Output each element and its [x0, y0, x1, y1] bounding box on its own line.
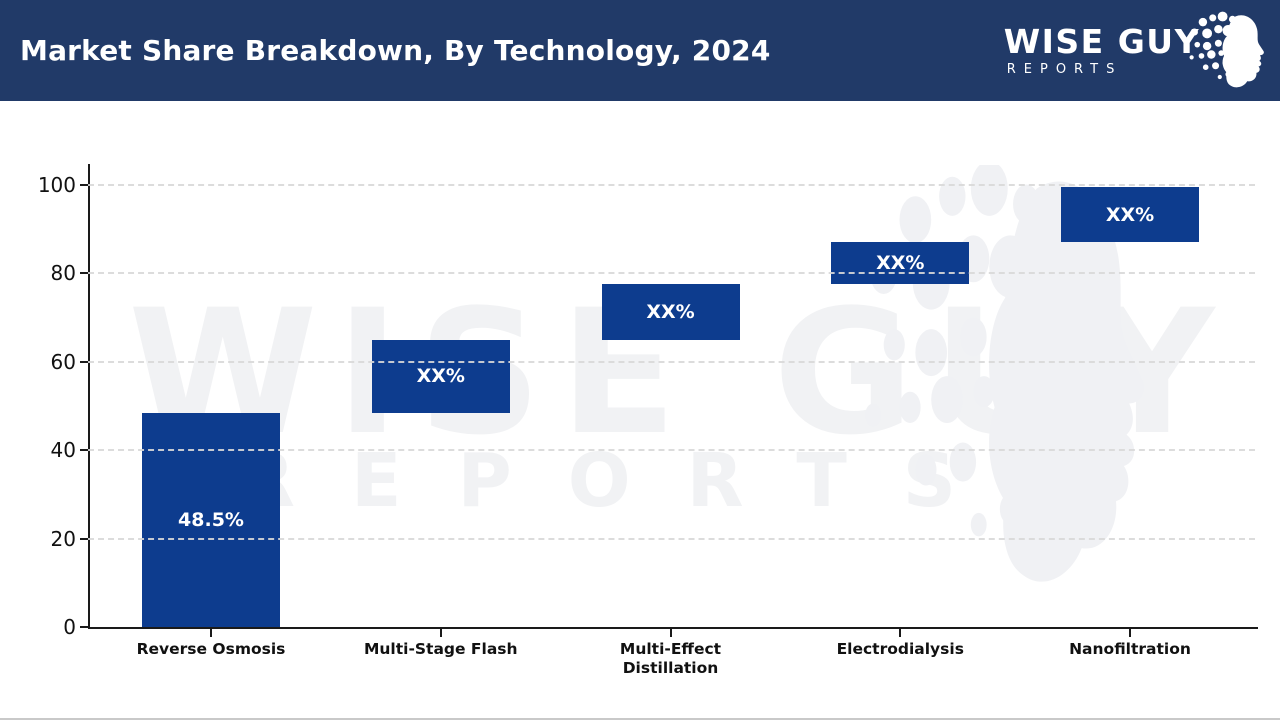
x-axis-tick	[899, 629, 902, 637]
x-axis-category-label: Multi-Effect Distillation	[619, 640, 722, 677]
x-axis-tick	[1129, 629, 1131, 637]
y-axis	[88, 164, 90, 629]
y-axis-tick	[80, 272, 88, 275]
y-axis-tick	[80, 626, 88, 628]
x-axis-category-label: Electrodialysis	[836, 640, 964, 658]
y-axis-tick	[80, 360, 88, 363]
y-axis-tick-label: 20	[50, 526, 76, 551]
bar-value-label: XX%	[416, 365, 465, 388]
x-axis	[88, 627, 1258, 629]
y-axis-tick-label: 100	[37, 173, 76, 197]
bar-value-label: 48.5%	[178, 508, 244, 531]
wiseguy-face-icon	[1189, 11, 1264, 87]
wiseguy-logo-line2: REPORTS	[1006, 61, 1123, 77]
y-axis-tick-label: 0	[63, 615, 76, 639]
wiseguy-logo-line1: WISE GUY	[1003, 21, 1200, 61]
x-axis-category-label: Reverse Osmosis	[136, 640, 286, 658]
gridline-20	[88, 537, 1255, 540]
bar-multi-effect-distillation	[601, 284, 740, 340]
page-title: Market Share Breakdown, By Technology, 2…	[20, 34, 771, 67]
y-axis-tick	[80, 537, 88, 540]
y-axis-tick-label: 40	[50, 438, 76, 463]
gridline-60	[88, 360, 1255, 363]
wiseguy-logo-text: WISE GUY REPORTS	[1003, 21, 1200, 77]
bar-multi-stage-flash	[371, 339, 510, 413]
gridline-100	[88, 184, 1255, 186]
y-axis-tick-label: 80	[50, 261, 76, 286]
y-axis-tick	[80, 184, 88, 186]
bar-reverse-osmosis	[142, 412, 280, 627]
header-band: Market Share Breakdown, By Technology, 2…	[0, 0, 1280, 101]
x-axis-category-label: Nanofiltration	[1069, 640, 1191, 658]
x-axis-tick	[669, 629, 672, 637]
y-axis-tick	[80, 449, 88, 452]
x-axis-tick	[439, 629, 442, 637]
y-axis-tick-label: 60	[50, 349, 76, 374]
wiseguy-logo: WISE GUY REPORTS	[1004, 2, 1274, 99]
bar-value-label: XX%	[1105, 203, 1155, 226]
gridline-80	[88, 272, 1255, 275]
bar-value-label: XX%	[876, 252, 925, 275]
gridline-40	[88, 449, 1255, 452]
bar-value-label: XX%	[646, 301, 695, 324]
x-axis-category-label: Multi-Stage Flash	[363, 640, 518, 658]
x-axis-tick	[210, 629, 212, 637]
